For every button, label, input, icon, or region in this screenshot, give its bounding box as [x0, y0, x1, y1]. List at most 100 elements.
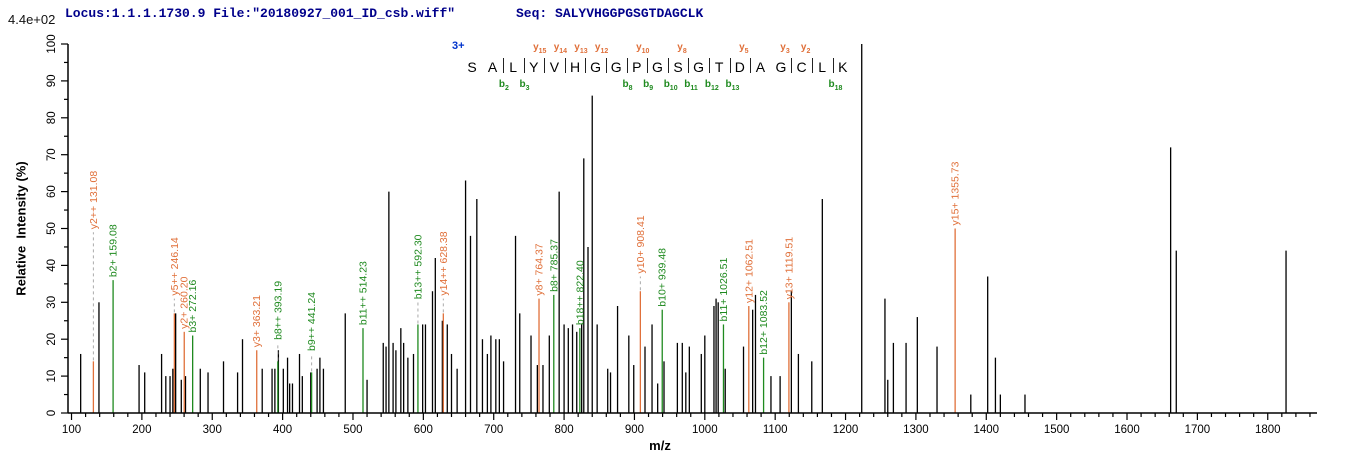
residue-letter: P [632, 59, 642, 75]
y-ion-peak-label: y3+ 363.21 [251, 295, 263, 347]
b-ion-peak-label: b8++ 393.19 [272, 281, 284, 340]
x-tick-label: 1100 [763, 424, 788, 436]
y-ion-ladder-label: y10 [636, 42, 650, 55]
cleavage-mark [750, 58, 752, 73]
y-tick-label: 10 [46, 370, 58, 383]
y-ion-peak-label: y2++ 131.08 [88, 171, 100, 230]
y-tick-label: 90 [46, 75, 58, 88]
b-ion-peak-label: b11++ 514.23 [357, 261, 369, 325]
y-ion-peak-label: y2+ 260.20 [179, 276, 191, 328]
cleavage-mark [647, 58, 649, 73]
b-ion-peak-label: b2+ 159.08 [108, 224, 120, 277]
residue-letter: Y [529, 59, 539, 75]
b-ion-peak-label: b9++ 441.24 [306, 292, 318, 351]
cleavage-mark [523, 58, 525, 73]
residue-letter: G [590, 59, 602, 75]
y-tick-label: 70 [46, 148, 58, 161]
b-ion-ladder-label: b12 [704, 79, 719, 92]
cleavage-mark [688, 58, 690, 73]
cleavage-mark [544, 58, 546, 73]
cleavage-mark [585, 58, 587, 73]
residue-letter: K [838, 59, 848, 75]
y-tick-label: 50 [46, 222, 58, 235]
residue-letter: S [467, 59, 477, 75]
residue-letter: T [714, 59, 724, 75]
b-ion-peak-label: b3+ 272.16 [187, 280, 199, 333]
residue-letter: H [569, 59, 581, 75]
x-tick-label: 500 [343, 424, 362, 436]
b-ion-peak-label: b10+ 939.48 [657, 248, 669, 307]
residue-letter: C [796, 59, 807, 75]
x-tick-label: 900 [625, 424, 644, 436]
y-ion-ladder-label: y12 [594, 42, 609, 55]
b-ion-ladder-label: b11 [684, 79, 698, 92]
precursor-charge-label: 3+ [452, 40, 465, 52]
x-tick-label: 200 [132, 424, 151, 436]
x-axis-title: m/z [649, 438, 671, 453]
x-tick-label: 400 [273, 424, 292, 436]
y-ion-ladder-label: y3 [780, 42, 790, 55]
x-tick-label: 600 [414, 424, 433, 436]
x-tick-label: 1300 [903, 424, 929, 436]
b-ion-ladder-label: b3 [519, 79, 530, 92]
residue-letter: L [509, 59, 518, 75]
cleavage-mark [811, 58, 813, 73]
y-ion-peak-label: y14++ 628.38 [438, 231, 450, 295]
x-tick-label: 1000 [692, 424, 718, 436]
sequence-label: Seq: [516, 6, 548, 21]
cleavage-mark [502, 58, 504, 73]
x-tick-label: 1600 [1114, 424, 1140, 436]
residue-letter: G [610, 59, 622, 75]
residue-letter: V [549, 59, 560, 75]
cleavage-mark [708, 58, 710, 73]
residue-letter: G [693, 59, 705, 75]
x-tick-label: 300 [203, 424, 222, 436]
y-tick-label: 100 [46, 34, 58, 53]
b-ion-peak-label: b13++ 592.30 [412, 234, 424, 299]
y-ion-peak-label: y15+ 1355.73 [950, 161, 962, 225]
y-ion-peak-label: y8+ 764.37 [534, 243, 546, 295]
residue-letter: S [673, 59, 683, 75]
residue-letter: A [755, 59, 766, 75]
b-ion-ladder-label: b9 [643, 79, 654, 92]
y-ion-peak-label: y5++ 246.14 [169, 237, 181, 296]
x-tick-label: 1800 [1255, 424, 1281, 436]
x-tick-label: 1200 [833, 424, 859, 436]
y-tick-label: 40 [46, 259, 58, 272]
residue-letter: A [487, 59, 498, 75]
residue-letter: G [775, 59, 787, 75]
sequence-value: SALYVHGGPGSGTDAGCLK [555, 6, 704, 21]
y-tick-label: 0 [46, 410, 58, 416]
b-ion-peak-label: b18++ 822.40 [574, 260, 586, 325]
y-ion-peak-label: y12+ 1062.51 [743, 239, 755, 303]
x-tick-label: 700 [484, 424, 503, 436]
locus-file-header: Locus:1.1.1.1730.9 File:"20180927_001_ID… [65, 6, 456, 21]
y-ion-peak-label: y10+ 908.41 [635, 215, 647, 273]
x-tick-label: 100 [62, 424, 81, 436]
cleavage-mark [832, 58, 834, 73]
residue-letter: G [651, 59, 663, 75]
cleavage-mark [605, 58, 607, 73]
b-ion-ladder-label: b8 [622, 79, 633, 92]
cleavage-mark [729, 58, 731, 73]
b-ion-ladder-label: b18 [828, 79, 843, 92]
y-ion-ladder-label: y5 [739, 42, 749, 55]
b-ion-ladder-label: b13 [725, 79, 740, 92]
y-tick-label: 20 [46, 333, 58, 346]
b-ion-ladder-label: b2 [498, 79, 509, 92]
b-ion-ladder-label: b10 [663, 79, 678, 92]
x-tick-label: 1700 [1185, 424, 1211, 436]
y-tick-label: 30 [46, 296, 58, 309]
b-ion-peak-label: b11+ 1026.51 [718, 258, 730, 322]
cleavage-mark [791, 58, 793, 73]
sequence-header: Seq: SALYVHGGPGSGTDAGCLK [516, 6, 703, 21]
y-tick-label: 60 [46, 185, 58, 198]
y-ion-peak-label: y13+ 1119.51 [783, 237, 795, 300]
residue-letter: D [734, 59, 745, 75]
cleavage-mark [564, 58, 566, 73]
b-ion-peak-label: b12+ 1083.52 [758, 290, 770, 355]
y-ion-ladder-label: y13 [574, 42, 588, 55]
